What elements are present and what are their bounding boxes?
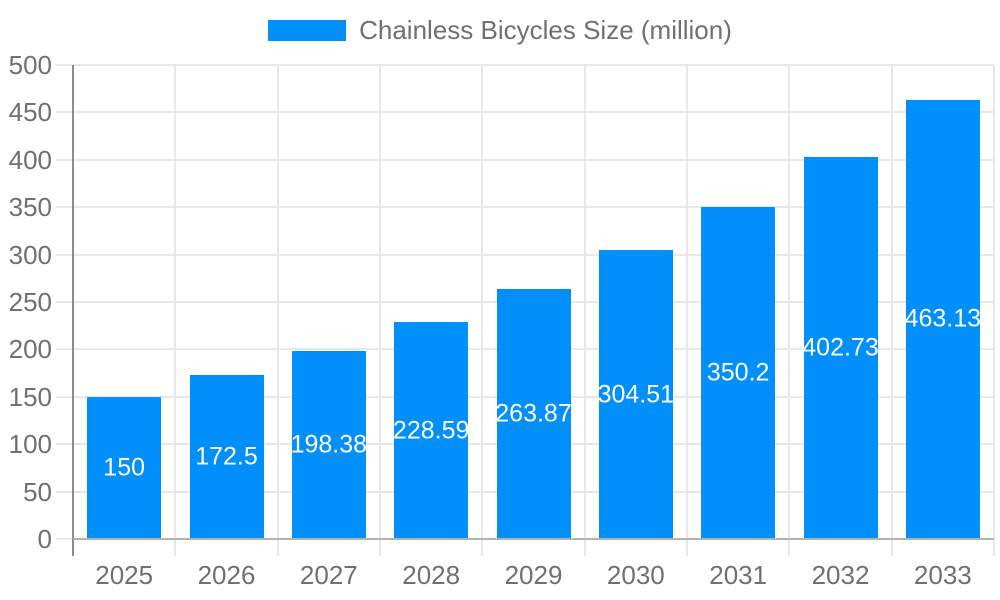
bar-value-label: 263.87: [495, 399, 572, 428]
bar-value-label: 402.73: [802, 333, 879, 362]
bar[interactable]: 350.2: [701, 207, 776, 539]
v-gridline: [788, 65, 791, 556]
x-axis-label: 2029: [504, 560, 563, 590]
y-axis-label: 150: [8, 381, 52, 412]
v-gridline: [276, 65, 279, 556]
y-axis-label: 200: [8, 334, 52, 365]
bar[interactable]: 172.5: [189, 375, 264, 539]
x-axis-label: 2032: [811, 560, 870, 590]
bar[interactable]: 304.51: [597, 250, 675, 539]
y-axis-label: 250: [8, 287, 52, 317]
x-axis-label: 2028: [402, 560, 461, 590]
x-axis-label: 2031: [709, 560, 768, 590]
legend[interactable]: Chainless Bicycles Size (million): [0, 16, 1000, 45]
bar[interactable]: 463.13: [904, 99, 982, 539]
bar[interactable]: 198.38: [290, 350, 368, 539]
v-gridline: [379, 65, 381, 556]
y-axis-label: 300: [8, 239, 52, 270]
bar[interactable]: 228.59: [392, 322, 470, 539]
y-axis-line: [72, 65, 74, 556]
y-axis-label: 350: [8, 192, 52, 223]
v-gridline: [583, 65, 586, 556]
x-axis-line: [73, 538, 994, 540]
bar-value-label: 463.13: [904, 304, 982, 333]
y-axis-label: 0: [37, 524, 52, 554]
x-axis-label: 2027: [299, 560, 358, 590]
h-gridline: [56, 111, 994, 114]
y-axis-label: 50: [23, 476, 52, 507]
v-gridline: [890, 65, 893, 556]
bar[interactable]: 402.73: [802, 157, 879, 539]
bar-value-label: 350.2: [706, 358, 770, 387]
legend-swatch-icon: [268, 19, 347, 41]
x-axis-label: 2033: [913, 560, 972, 590]
bar[interactable]: 150: [87, 396, 162, 539]
y-axis-label: 500: [8, 50, 52, 80]
y-tick: [56, 538, 73, 540]
x-axis-label: 2026: [197, 560, 256, 590]
legend-label: Chainless Bicycles Size (million): [359, 15, 732, 45]
bar-value-label: 304.51: [597, 380, 675, 409]
bar-value-label: 198.38: [290, 430, 368, 459]
bar-value-label: 172.5: [195, 442, 258, 471]
v-gridline: [174, 65, 177, 556]
v-gridline: [686, 65, 688, 556]
x-axis-label: 2025: [95, 560, 154, 590]
bar[interactable]: 263.87: [495, 288, 572, 539]
bar-value-label: 228.59: [392, 416, 470, 445]
y-axis-label: 100: [8, 429, 52, 460]
y-axis-label: 400: [8, 144, 52, 175]
v-gridline: [993, 65, 995, 556]
h-gridline: [56, 206, 994, 209]
x-axis-label: 2030: [606, 560, 665, 590]
h-gridline: [56, 64, 994, 66]
h-gridline: [56, 253, 994, 256]
bar-value-label: 150: [103, 453, 146, 482]
y-axis-label: 450: [8, 97, 52, 128]
v-gridline: [481, 65, 484, 556]
h-gridline: [56, 158, 994, 161]
